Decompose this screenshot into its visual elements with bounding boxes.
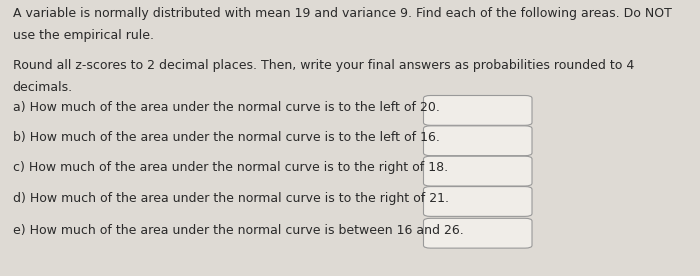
FancyBboxPatch shape <box>424 218 532 248</box>
Text: use the empirical rule.: use the empirical rule. <box>13 29 153 42</box>
FancyBboxPatch shape <box>424 95 532 125</box>
Text: A variable is normally distributed with mean 19 and variance 9. Find each of the: A variable is normally distributed with … <box>13 7 671 20</box>
Text: d) How much of the area under the normal curve is to the right of 21.: d) How much of the area under the normal… <box>13 192 449 205</box>
Text: Round all z-scores to 2 decimal places. Then, write your final answers as probab: Round all z-scores to 2 decimal places. … <box>13 59 634 72</box>
FancyBboxPatch shape <box>424 126 532 156</box>
Text: c) How much of the area under the normal curve is to the right of 18.: c) How much of the area under the normal… <box>13 161 448 174</box>
Text: e) How much of the area under the normal curve is between 16 and 26.: e) How much of the area under the normal… <box>13 224 463 237</box>
FancyBboxPatch shape <box>424 156 532 186</box>
Text: b) How much of the area under the normal curve is to the left of 16.: b) How much of the area under the normal… <box>13 131 440 144</box>
FancyBboxPatch shape <box>424 187 532 216</box>
Text: decimals.: decimals. <box>13 81 73 94</box>
Text: a) How much of the area under the normal curve is to the left of 20.: a) How much of the area under the normal… <box>13 101 440 114</box>
